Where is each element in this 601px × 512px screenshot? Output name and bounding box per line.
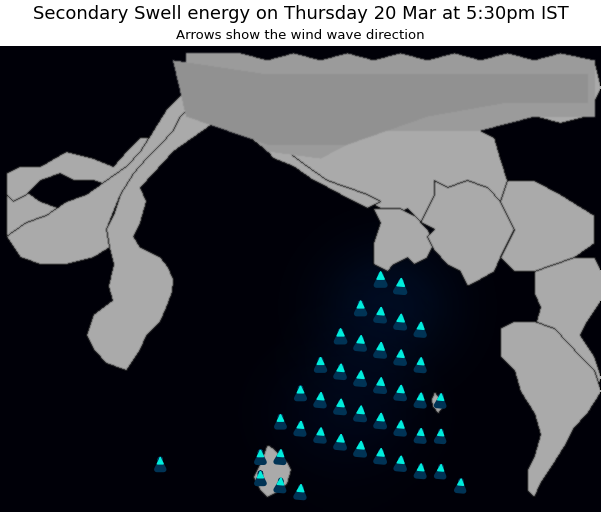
Text: Secondary Swell energy on Thursday 20 Mar at 5:30pm IST: Secondary Swell energy on Thursday 20 Ma… — [32, 5, 569, 23]
Text: Arrows show the wind wave direction: Arrows show the wind wave direction — [176, 29, 425, 42]
